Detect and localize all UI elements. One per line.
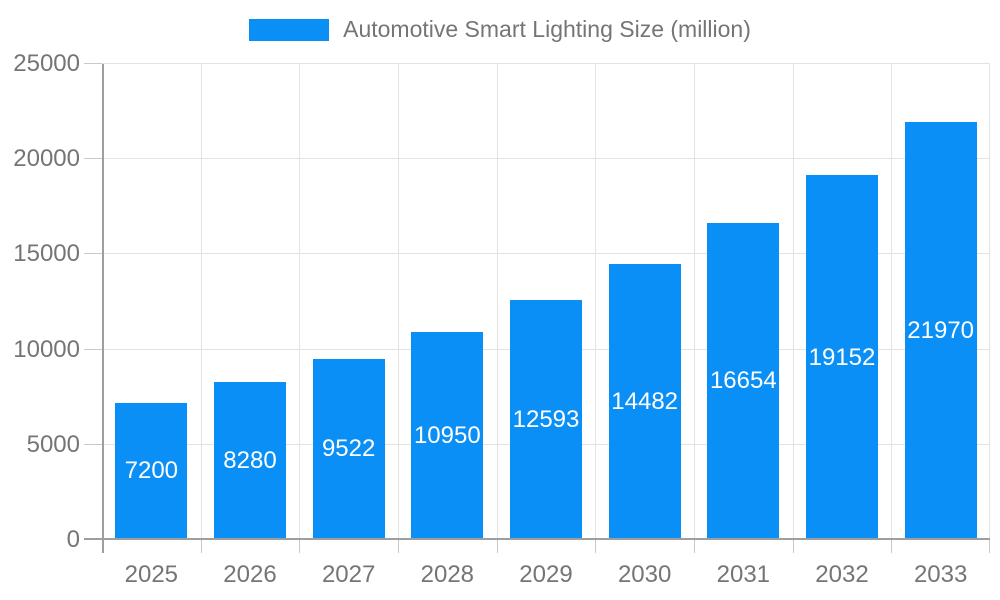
x-tick-label: 2029: [519, 561, 573, 588]
bar-value-label: 14482: [611, 388, 679, 416]
bar-value-label: 19152: [808, 343, 876, 371]
v-gridline: [595, 64, 596, 540]
y-tick-label: 20000: [13, 145, 80, 173]
bar[interactable]: 12593: [510, 300, 582, 540]
v-gridline: [694, 64, 695, 540]
v-gridline: [793, 64, 794, 540]
bar-value-label: 16654: [709, 367, 777, 395]
x-tick-label: 2032: [815, 561, 869, 588]
x-tick: [694, 540, 695, 553]
h-gridline: [102, 158, 990, 160]
x-tick: [891, 540, 892, 553]
legend-label: Automotive Smart Lighting Size (million): [343, 16, 751, 42]
bar[interactable]: 19152: [806, 175, 878, 540]
legend: Automotive Smart Lighting Size (million): [0, 16, 1000, 43]
plot-area: 7200 8280 9522 10950 12593 14482 16654 19152 219…: [84, 63, 990, 553]
h-gridline: [102, 63, 990, 64]
y-tick: [84, 348, 102, 350]
x-tick-label: 2030: [617, 561, 672, 588]
y-tick-label: 0: [66, 526, 80, 553]
bar[interactable]: 21970: [904, 121, 977, 540]
x-tick: [793, 540, 794, 553]
bar-value-label: 21970: [907, 316, 975, 344]
x-tick-label: 2033: [913, 561, 968, 588]
x-tick-label: 2028: [420, 561, 475, 588]
x-tick: [595, 540, 596, 553]
bar[interactable]: 10950: [411, 331, 484, 540]
x-tick: [398, 540, 399, 553]
bar[interactable]: 9522: [312, 358, 385, 540]
bar[interactable]: 16654: [707, 222, 780, 540]
v-gridline: [891, 64, 892, 540]
h-gridline: [102, 253, 990, 255]
x-tick: [989, 540, 990, 553]
bar[interactable]: 7200: [115, 402, 188, 540]
bar[interactable]: 8280: [214, 382, 286, 540]
y-tick: [84, 443, 102, 445]
v-gridline: [201, 64, 202, 540]
bar-value-label: 9522: [321, 435, 376, 463]
v-gridline: [398, 64, 399, 540]
x-tick-label: 2025: [124, 561, 179, 588]
legend-swatch-icon[interactable]: [249, 18, 330, 41]
y-tick-label: 5000: [26, 430, 80, 458]
y-tick-label: 25000: [13, 50, 80, 77]
y-tick-label: 15000: [13, 240, 80, 268]
x-tick: [497, 540, 498, 553]
x-tick-label: 2026: [223, 561, 277, 588]
bar-value-label: 12593: [512, 406, 580, 434]
v-gridline: [989, 64, 990, 540]
bar-value-label: 8280: [223, 447, 277, 475]
x-axis-line: [84, 538, 990, 540]
x-tick-label: 2027: [321, 561, 376, 588]
bar-value-label: 10950: [413, 421, 481, 449]
x-tick-label: 2031: [716, 561, 771, 588]
bar[interactable]: 14482: [608, 264, 681, 540]
y-tick-label: 10000: [13, 335, 80, 363]
y-tick: [84, 253, 102, 255]
bar-value-label: 7200: [124, 457, 179, 485]
v-gridline: [299, 64, 300, 540]
y-tick: [84, 158, 102, 160]
x-tick: [299, 540, 300, 553]
y-axis-line: [102, 64, 104, 553]
y-tick: [84, 63, 102, 64]
v-gridline: [497, 64, 498, 540]
x-tick: [201, 540, 202, 553]
